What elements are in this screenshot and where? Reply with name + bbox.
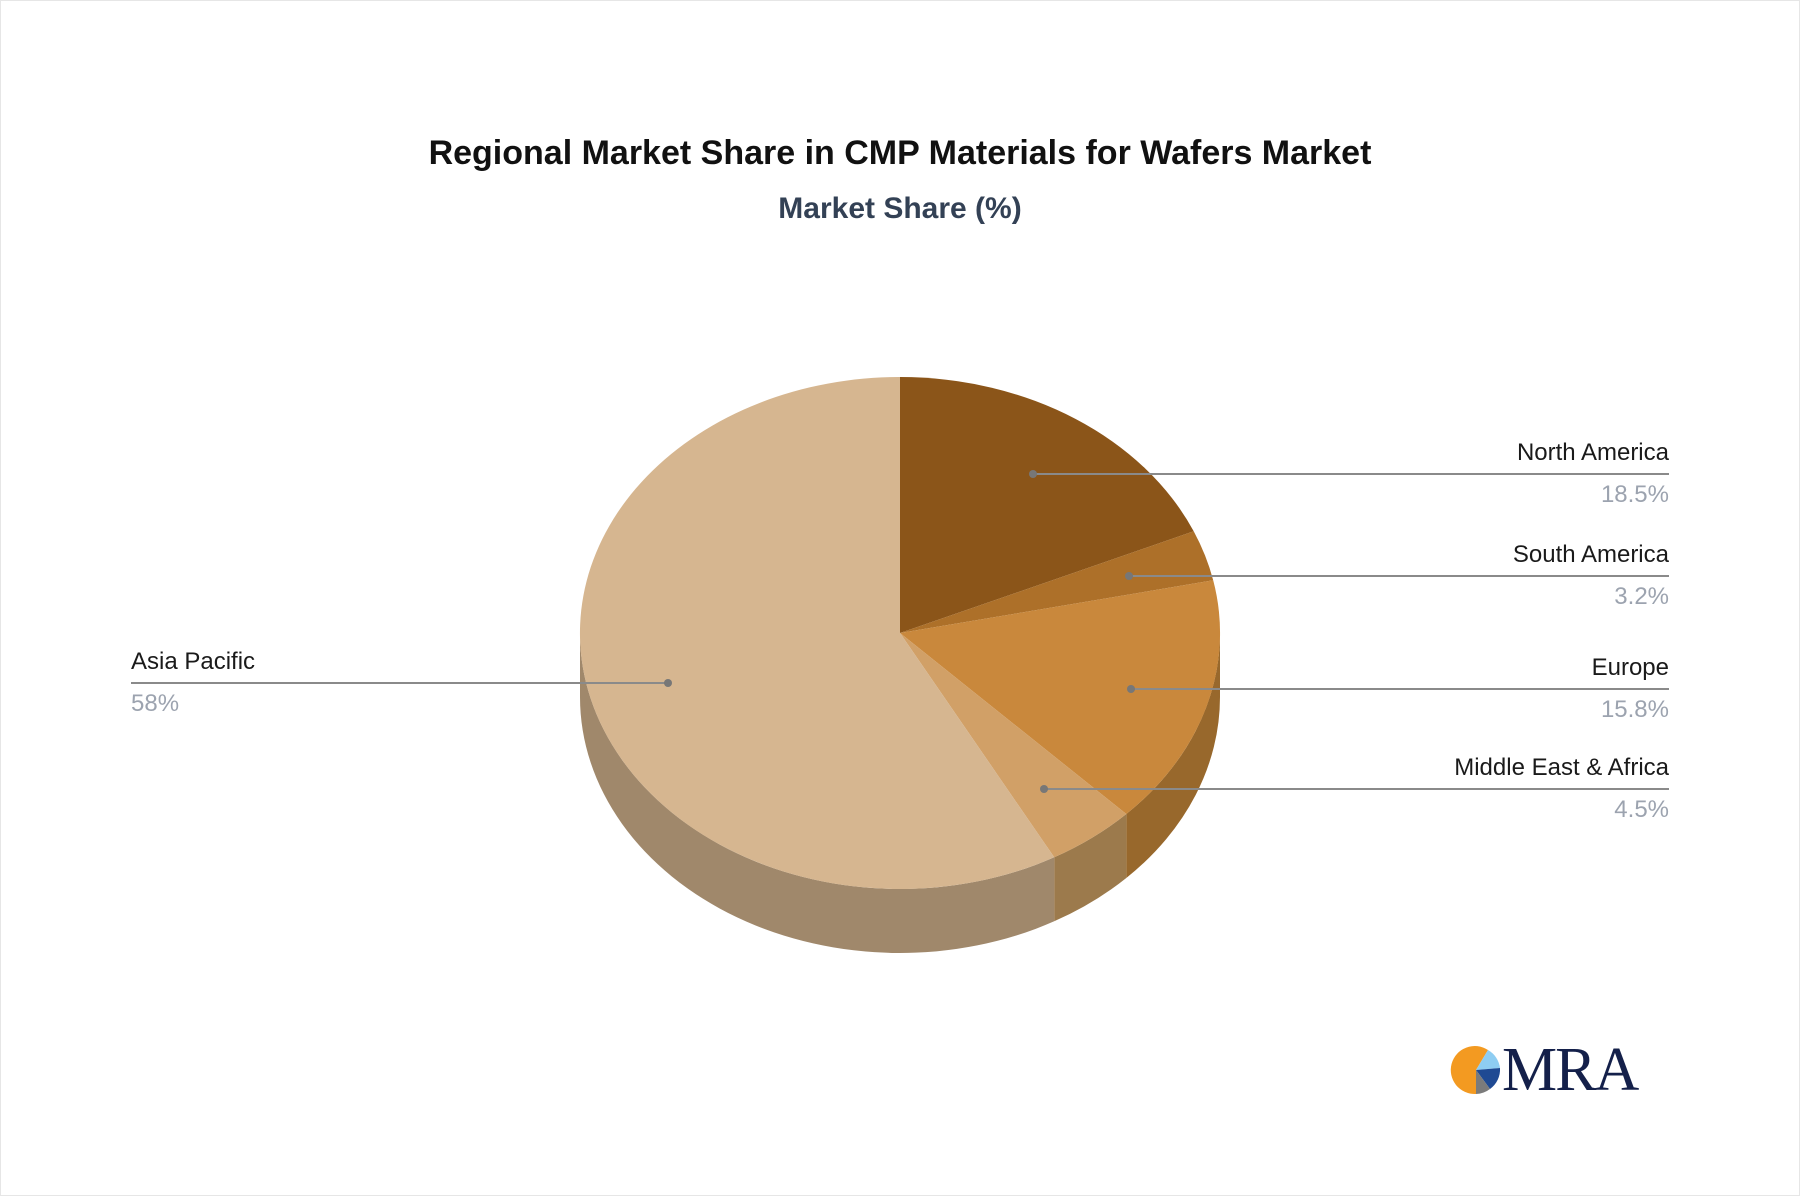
slice-side-europe bbox=[1126, 633, 1220, 878]
value-asia-pacific: 58% bbox=[131, 690, 180, 717]
pie-logo-icon bbox=[1450, 1046, 1501, 1095]
slice-europe[interactable] bbox=[900, 580, 1221, 814]
logo-text: MRA bbox=[1502, 1036, 1639, 1104]
label-north-america: North America bbox=[1516, 439, 1669, 466]
chart-subtitle: Market Share (%) bbox=[778, 192, 1022, 225]
label-europe: Europe bbox=[1591, 654, 1669, 681]
value-europe: 15.8% bbox=[1600, 696, 1669, 723]
label-south-america: South America bbox=[1512, 541, 1669, 568]
value-south-america: 3.2% bbox=[1614, 583, 1669, 610]
mra-logo: MRA bbox=[1450, 1036, 1650, 1104]
leader-lines bbox=[131, 470, 1669, 793]
pie-top bbox=[579, 377, 1221, 889]
slice-asia-pacific[interactable] bbox=[579, 377, 1055, 889]
slice-south-america[interactable] bbox=[900, 531, 1214, 633]
value-north-america: 18.5% bbox=[1600, 481, 1669, 508]
slice-north-america[interactable] bbox=[900, 377, 1194, 633]
leader-dot-north-america bbox=[1029, 470, 1037, 478]
leader-dot-europe bbox=[1127, 685, 1135, 693]
chart-title: Regional Market Share in CMP Materials f… bbox=[428, 134, 1372, 172]
label-middle-east-africa: Middle East & Africa bbox=[1454, 754, 1669, 781]
slice-side-middle-east-africa bbox=[1054, 814, 1127, 922]
value-middle-east-africa: 4.5% bbox=[1614, 796, 1669, 823]
leader-dot-asia-pacific bbox=[664, 679, 672, 687]
label-asia-pacific: Asia Pacific bbox=[131, 648, 256, 675]
leader-dot-south-america bbox=[1125, 572, 1133, 580]
leader-dot-middle-east-africa bbox=[1040, 785, 1048, 793]
slice-side-asia-pacific bbox=[580, 633, 1055, 953]
pie-sides bbox=[580, 633, 1220, 953]
slice-middle-east-africa[interactable] bbox=[900, 633, 1127, 858]
